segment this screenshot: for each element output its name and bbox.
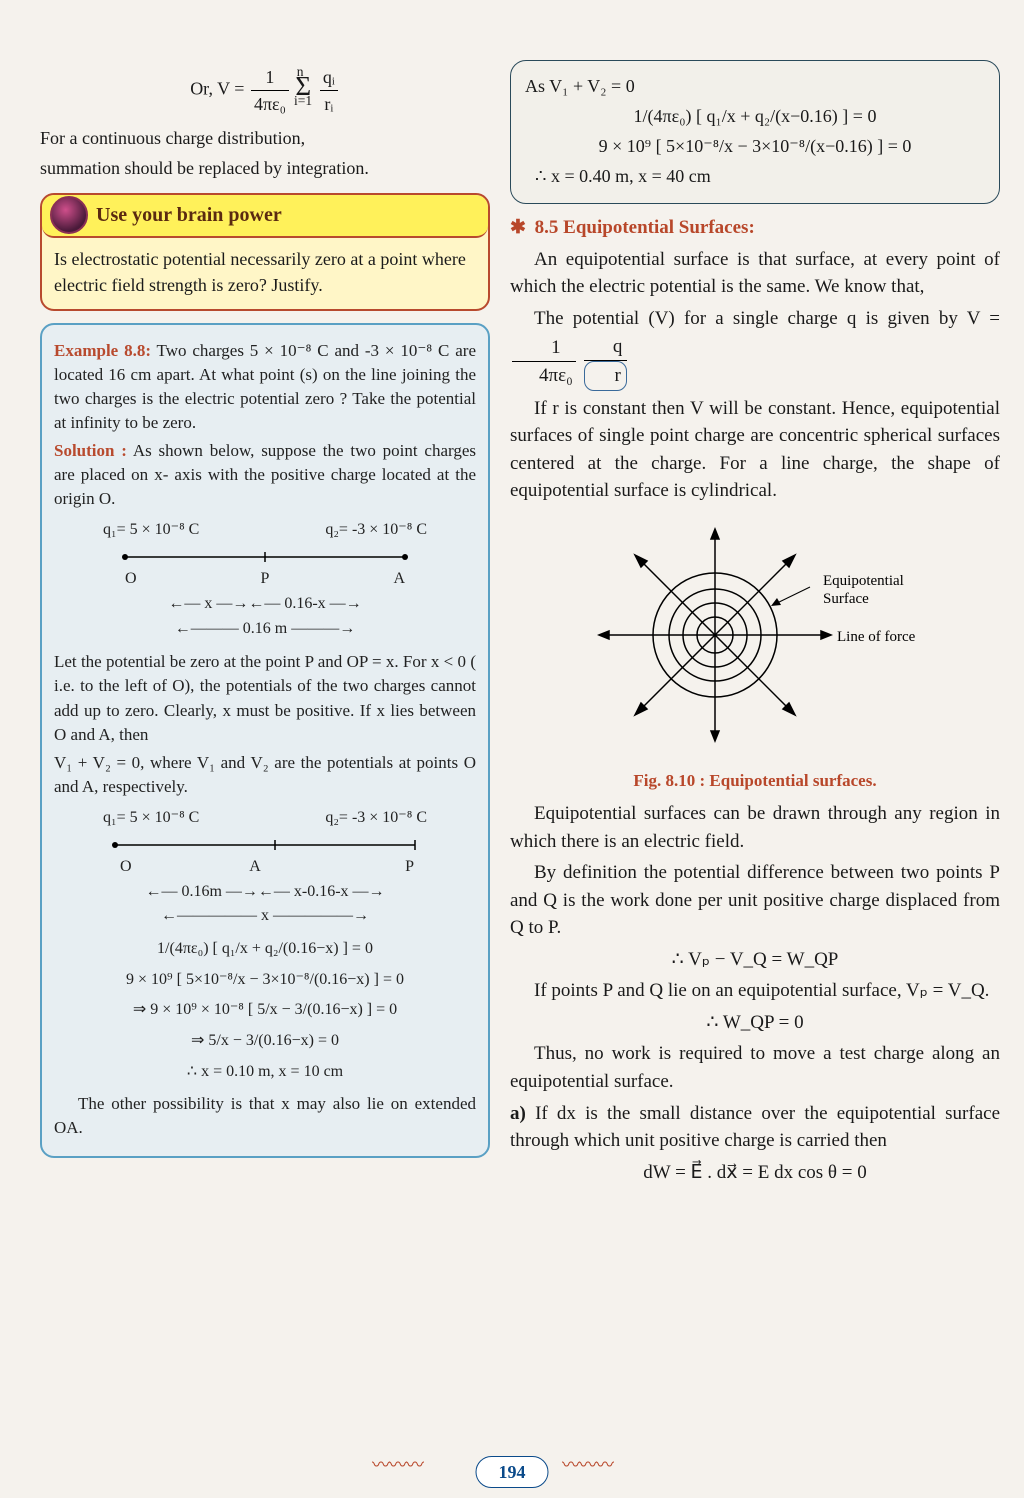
solution-p2: Let the potential be zero at the point P… xyxy=(54,650,476,747)
solution-label: Solution : xyxy=(54,441,127,460)
p8-label: a) xyxy=(510,1103,526,1124)
fig-caption: Fig. 8.10 : Equipotential surfaces. xyxy=(510,769,1000,794)
label-surface: Surface xyxy=(823,591,869,607)
star-icon: ✱ xyxy=(510,217,526,238)
equipotential-svg: Equipotential Surface Line of force xyxy=(575,515,935,755)
right-formula-box: As V₁ + V₂ = 0 1/(4πε₀) [ q₁/x + q₂/(x−0… xyxy=(510,60,1000,204)
example-problem: Example 8.8: Two charges 5 × 10⁻⁸ C and … xyxy=(54,339,476,436)
formula-V: Or, V = 1 4πε₀ n Σ i=1 qᵢ rᵢ xyxy=(40,64,490,117)
example-solution-p1: Solution : As shown below, suppose the t… xyxy=(54,439,476,511)
p8-text: If dx is the small distance over the equ… xyxy=(510,1103,1000,1152)
eq-dW: dW = E⃗ . dx⃗ = E dx cos θ = 0 xyxy=(510,1159,1000,1187)
formula-lead: Or, V = xyxy=(190,79,244,99)
example-title: Example 8.8: xyxy=(54,341,151,360)
right-p7: Thus, no work is required to move a test… xyxy=(510,1040,1000,1095)
example-box: Example 8.8: Two charges 5 × 10⁻⁸ C and … xyxy=(40,323,490,1158)
figure-8-10: Equipotential Surface Line of force xyxy=(510,515,1000,764)
section-8-5-title: ✱ 8.5 Equipotential Surfaces: xyxy=(510,214,1000,242)
right-column: As V₁ + V₂ = 0 1/(4πε₀) [ q₁/x + q₂/(x−0… xyxy=(502,60,1000,1190)
opa-line-svg xyxy=(105,546,425,568)
eq5: ∴ x = 0.10 m, x = 10 cm xyxy=(54,1061,476,1084)
frac-1-4pe0: 1 4πε₀ xyxy=(251,64,289,117)
rbox-l2: 1/(4πε₀) [ q₁/x + q₂/(x−0.16) ] = 0 xyxy=(525,103,985,129)
right-p6: If points P and Q lie on an equipotentia… xyxy=(510,977,1000,1005)
diagram-opa-1: q₁= 5 × 10⁻⁸ C q₂= -3 × 10⁻⁸ C O P A ←— … xyxy=(54,519,476,640)
handwritten-check-icon: ✓⃝ xyxy=(10,352,54,393)
sigma: n Σ i=1 xyxy=(295,71,317,101)
eq2: 9 × 10⁹ [ 5×10⁻⁸/x − 3×10⁻⁸/(0.16−x) ] =… xyxy=(54,969,476,992)
continuous-p1: For a continuous charge distribution, xyxy=(40,125,490,151)
brain-icon xyxy=(50,196,88,234)
rbox-l1: As V₁ + V₂ = 0 xyxy=(525,73,985,99)
eq3: ⇒ 9 × 10⁹ × 10⁻⁸ [ 5/x − 3/(0.16−x) ] = … xyxy=(54,999,476,1022)
wave-left-icon: 〰〰〰 xyxy=(372,1452,423,1478)
eq4: ⇒ 5/x − 3/(0.16−x) = 0 xyxy=(54,1030,476,1053)
right-p2a: The potential (V) for a single charge q … xyxy=(510,305,1000,391)
right-p8: a) If dx is the small distance over the … xyxy=(510,1100,1000,1155)
brain-body: Is electrostatic potential necessarily z… xyxy=(42,238,488,308)
eq-W: ∴ W_QP = 0 xyxy=(510,1009,1000,1037)
label-line-of-force: Line of force xyxy=(837,629,916,645)
brain-power-box: Use your brain power Is electrostatic po… xyxy=(40,193,490,310)
solution-p4: The other possibility is that x may also… xyxy=(54,1092,476,1140)
right-p1: An equipotential surface is that surface… xyxy=(510,246,1000,301)
solution-p3: V₁ + V₂ = 0, where V₁ and V₂ are the pot… xyxy=(54,751,476,799)
wave-right-icon: 〰〰〰 xyxy=(562,1452,613,1478)
section-title-text: 8.5 Equipotential Surfaces: xyxy=(535,217,755,238)
brain-header: Use your brain power xyxy=(42,195,488,238)
continuous-p2: summation should be replaced by integrat… xyxy=(40,155,490,181)
page: Or, V = 1 4πε₀ n Σ i=1 qᵢ rᵢ For a conti… xyxy=(0,0,1024,1210)
brain-title: Use your brain power xyxy=(96,204,282,226)
right-p4: Equipotential surfaces can be drawn thro… xyxy=(510,800,1000,855)
rbox-l3: 9 × 10⁹ [ 5×10⁻⁸/x − 3×10⁻⁸/(x−0.16) ] =… xyxy=(525,133,985,159)
rbox-l4: ∴ x = 0.40 m, x = 40 cm xyxy=(525,163,985,189)
right-p3: If r is constant then V will be constant… xyxy=(510,395,1000,505)
frac-qi-ri: qᵢ rᵢ xyxy=(320,64,338,117)
right-p5: By definition the potential difference b… xyxy=(510,859,1000,942)
eq-V: ∴ Vₚ − V_Q = W_QP xyxy=(510,946,1000,974)
label-equipotential: Equipotential xyxy=(823,573,904,589)
oap-line-svg xyxy=(95,834,435,856)
diagram-oap-2: q₁= 5 × 10⁻⁸ C q₂= -3 × 10⁻⁸ C O A P ←— … xyxy=(54,807,476,928)
eq1: 1/(4πε₀) [ q₁/x + q₂/(0.16−x) ] = 0 xyxy=(54,938,476,961)
page-number: 194 xyxy=(476,1456,549,1488)
left-column: Or, V = 1 4πε₀ n Σ i=1 qᵢ rᵢ For a conti… xyxy=(40,60,490,1190)
